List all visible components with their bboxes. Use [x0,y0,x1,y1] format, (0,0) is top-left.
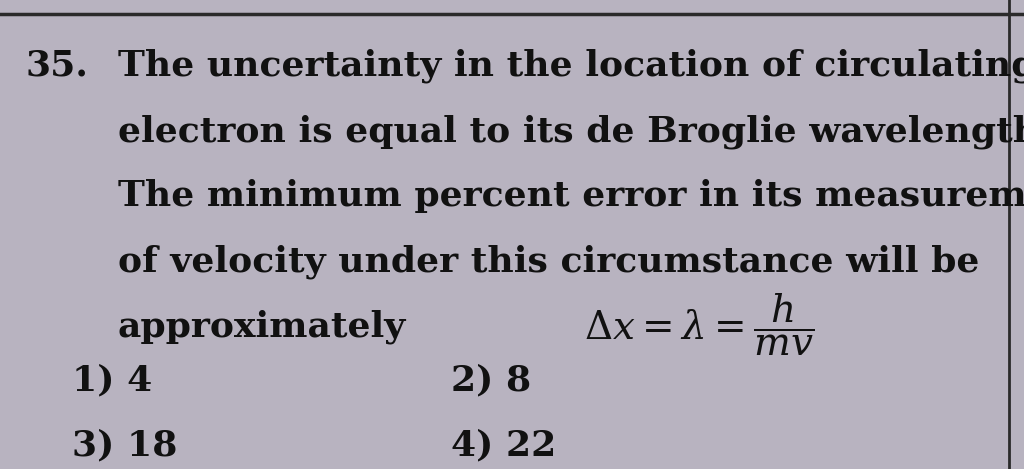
Text: $\Delta x = \lambda = \dfrac{h}{mv}$: $\Delta x = \lambda = \dfrac{h}{mv}$ [584,292,814,358]
Text: 4) 22: 4) 22 [451,428,556,462]
Text: 35.: 35. [26,49,88,83]
Text: 2) 8: 2) 8 [451,363,530,397]
Text: The uncertainty in the location of circulating: The uncertainty in the location of circu… [118,49,1024,83]
Text: approximately: approximately [118,310,406,344]
Text: electron is equal to its de Broglie wavelength.: electron is equal to its de Broglie wave… [118,114,1024,149]
Text: 1) 4: 1) 4 [72,363,152,397]
Text: 3) 18: 3) 18 [72,428,177,462]
Text: of velocity under this circumstance will be: of velocity under this circumstance will… [118,245,979,279]
Text: The minimum percent error in its measurement: The minimum percent error in its measure… [118,180,1024,213]
